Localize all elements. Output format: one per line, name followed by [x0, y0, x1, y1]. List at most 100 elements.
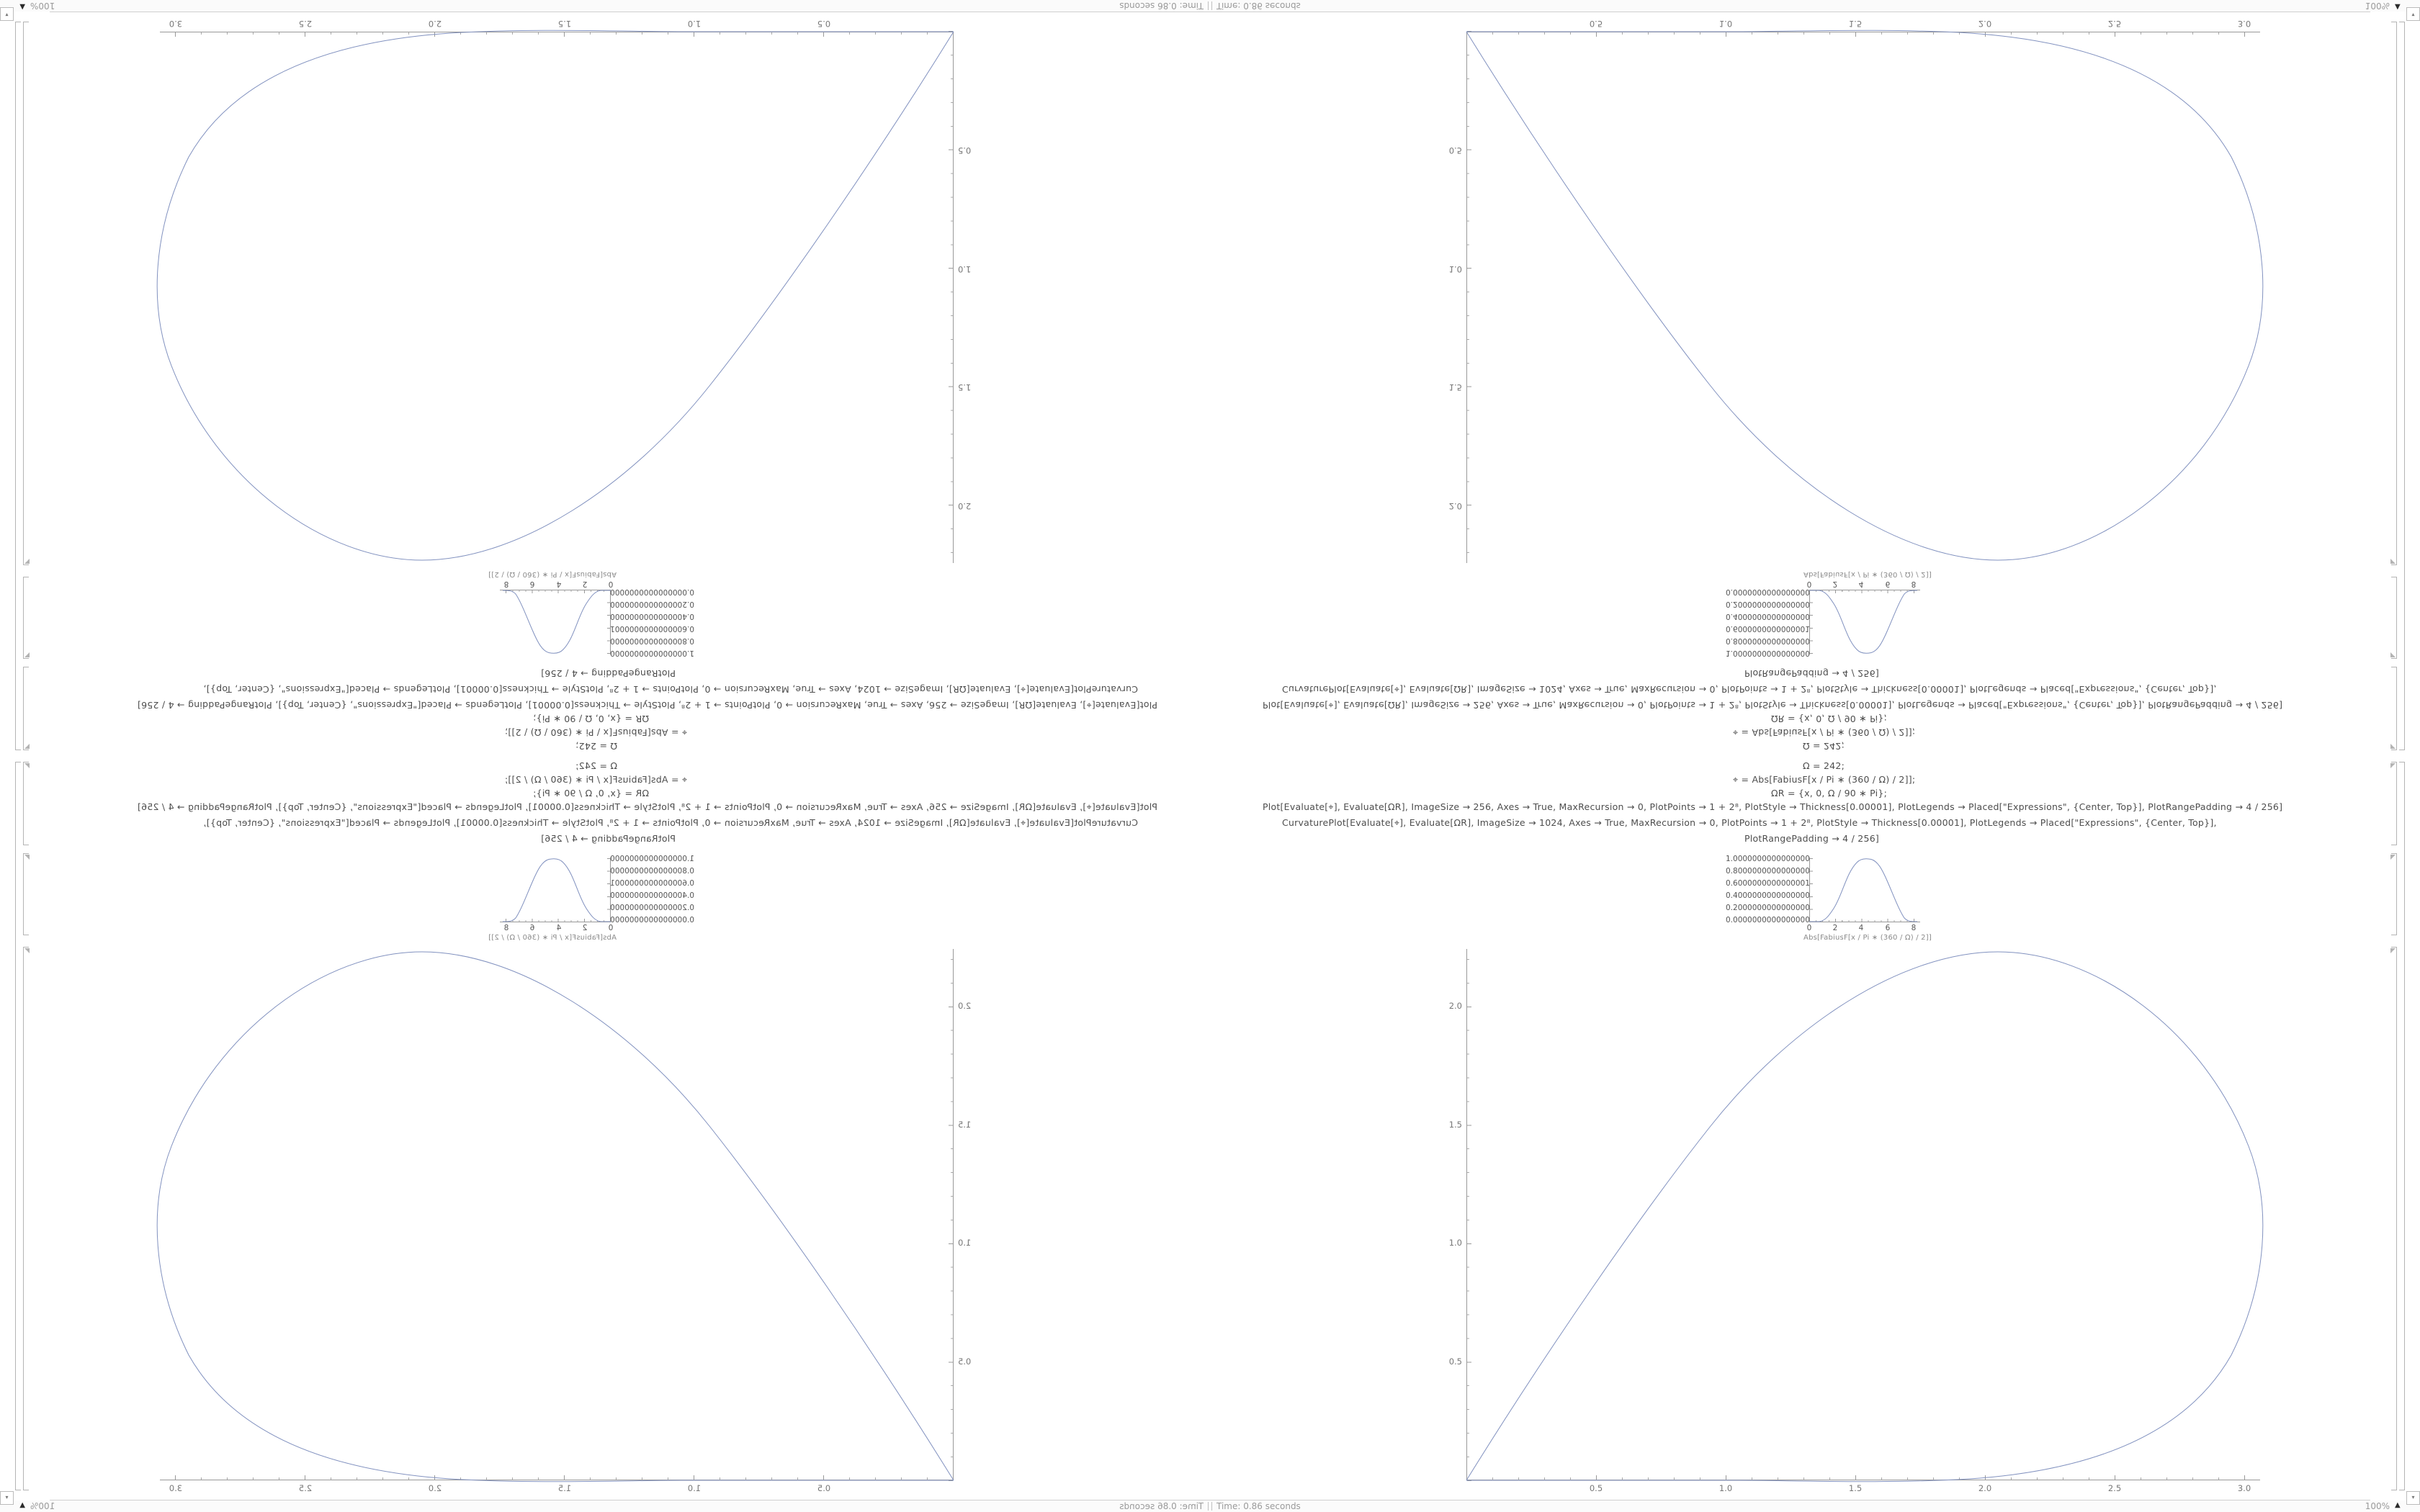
code-line[interactable]: ⌖ = Abs[FabiusF[x / Pi ∗ (360 / Ω) / 2]]…: [1733, 727, 1916, 738]
magnification-menu-button[interactable]: ▾: [2406, 1491, 2420, 1505]
code-line[interactable]: CurvaturePlot[Evaluate[⌖], Evaluate[ΩR],…: [1282, 817, 2217, 828]
status-bar-background: [0, 0, 1210, 12]
input-cell-bracket[interactable]: [23, 762, 30, 845]
code-line[interactable]: ⌖ = Abs[FabiusF[x / Pi ∗ (360 / Ω) / 2]]…: [504, 774, 687, 785]
input-cell-bracket[interactable]: [2390, 667, 2397, 750]
code-line[interactable]: ΩR = {x, 0, Ω / 90 ∗ Pi};: [1771, 714, 1888, 724]
code-line[interactable]: Plot[Evaluate[⌖], Evaluate[ΩR], ImageSiz…: [1263, 700, 2283, 711]
x-tick-label: 2: [582, 580, 588, 588]
status-separator: [1211, 1, 1212, 10]
elevate-triangle-icon[interactable]: ▲: [19, 3, 25, 11]
cell-flag-icon: [2390, 744, 2396, 749]
cell-group-bracket[interactable]: [2399, 22, 2405, 750]
x-tick-label: 0.5: [817, 1483, 831, 1493]
x-tick-label: 2.5: [298, 1483, 313, 1493]
x-tick-label: 8: [1911, 580, 1917, 588]
y-tick-label: 2.0: [958, 501, 972, 511]
evaluation-time-text: Time: 0.86 seconds: [1216, 1501, 1301, 1511]
elevate-triangle-icon[interactable]: ▲: [2395, 3, 2401, 11]
cell-flag-icon: [24, 744, 30, 749]
bump-curve: [502, 858, 611, 922]
x-tick-label: 2.0: [1978, 1483, 1992, 1493]
code-line[interactable]: PlotRangePadding → 4 / 256]: [540, 668, 676, 679]
output-cell-bracket[interactable]: [2390, 853, 2397, 935]
magnification-menu-button[interactable]: ▾: [2406, 7, 2420, 21]
code-line[interactable]: Ω = 242;: [1803, 760, 1845, 771]
y-tick-label: 1.0000000000000000: [1726, 855, 1810, 863]
magnification-value[interactable]: 100%: [2365, 1, 2390, 11]
y-tick-label: 1.0000000000000000: [1726, 649, 1810, 657]
x-tick-label: 3.0: [169, 1483, 183, 1493]
x-tick-label: 8: [503, 924, 509, 932]
y-tick-label: 0.2000000000000000: [610, 904, 694, 912]
code-line[interactable]: Ω = 242;: [575, 760, 617, 771]
code-line[interactable]: ΩR = {x, 0, Ω / 90 ∗ Pi};: [532, 788, 649, 798]
code-line[interactable]: Plot[Evaluate[⌖], Evaluate[ΩR], ImageSiz…: [137, 700, 1157, 711]
y-tick-label: 1.0: [958, 1238, 972, 1248]
magnification-value[interactable]: 100%: [2365, 1501, 2390, 1511]
x-tick-label: 4: [556, 580, 562, 588]
status-separator: [1211, 1502, 1212, 1511]
x-tick-label: 1.0: [687, 1483, 702, 1493]
elevate-triangle-icon[interactable]: ▲: [19, 1501, 25, 1509]
code-line[interactable]: Ω = 242;: [1803, 741, 1845, 752]
cell-group-bracket[interactable]: [15, 762, 21, 1490]
x-tick-label: 0.5: [1589, 1483, 1603, 1493]
x-tick-label: 1.5: [557, 1483, 572, 1493]
output-cell-bracket[interactable]: [2390, 577, 2397, 659]
cell-flag-icon: [24, 948, 30, 953]
chevron-down-icon: ▾: [5, 1494, 9, 1500]
x-tick-label: 2.5: [2107, 1483, 2122, 1493]
cell-flag-icon: [2390, 948, 2396, 953]
chevron-down-icon: ▾: [5, 12, 9, 18]
status-bar-background: [0, 1500, 1210, 1512]
teardrop-curve: [1466, 30, 2264, 561]
magnification-value[interactable]: 100%: [30, 1501, 55, 1511]
code-line[interactable]: CurvaturePlot[Evaluate[⌖], Evaluate[ΩR],…: [203, 684, 1138, 695]
y-tick-label: 0.4000000000000000: [610, 612, 694, 621]
notebook-quadrant: Ω = 242; ⌖ = Abs[FabiusF[x / Pi ∗ (360 /…: [1210, 756, 2420, 1512]
code-line[interactable]: ΩR = {x, 0, Ω / 90 ∗ Pi};: [1771, 788, 1888, 798]
code-line[interactable]: Plot[Evaluate[⌖], Evaluate[ΩR], ImageSiz…: [1263, 801, 2283, 812]
output-cell-bracket[interactable]: [2390, 22, 2397, 565]
y-axis: [1809, 858, 1810, 922]
output-cell-bracket[interactable]: [23, 577, 30, 659]
input-cell-bracket[interactable]: [23, 667, 30, 750]
elevate-triangle-icon[interactable]: ▲: [2395, 1501, 2401, 1509]
status-bar-background: [1210, 0, 2420, 12]
y-axis-ticks: [1810, 858, 1813, 922]
y-tick-label: 1.0: [1448, 264, 1462, 274]
input-cell-bracket[interactable]: [2390, 762, 2397, 845]
code-line[interactable]: Ω = 242;: [575, 741, 617, 752]
cell-group-bracket[interactable]: [15, 22, 21, 750]
y-tick-label: 0.2000000000000000: [610, 600, 694, 608]
x-tick-label: 8: [1911, 924, 1917, 932]
x-tick-label: 3.0: [2237, 1483, 2251, 1493]
magnification-menu-button[interactable]: ▾: [0, 1491, 14, 1505]
x-tick-label: 4: [1858, 924, 1864, 932]
code-line[interactable]: PlotRangePadding → 4 / 256]: [540, 833, 676, 844]
cell-group-bracket[interactable]: [2399, 762, 2405, 1490]
cell-flag-icon: [24, 559, 30, 564]
code-line[interactable]: CurvaturePlot[Evaluate[⌖], Evaluate[ΩR],…: [203, 817, 1138, 828]
code-line[interactable]: ΩR = {x, 0, Ω / 90 ∗ Pi};: [532, 714, 649, 724]
magnification-menu-button[interactable]: ▾: [0, 7, 14, 21]
output-cell-bracket[interactable]: [23, 22, 30, 565]
code-line[interactable]: ⌖ = Abs[FabiusF[x / Pi ∗ (360 / Ω) / 2]]…: [504, 727, 687, 738]
code-line[interactable]: PlotRangePadding → 4 / 256]: [1744, 833, 1880, 844]
code-line[interactable]: ⌖ = Abs[FabiusF[x / Pi ∗ (360 / Ω) / 2]]…: [1733, 774, 1916, 785]
x-axis-major-ticks: [1809, 919, 1916, 922]
teardrop-curve: [156, 951, 954, 1482]
output-cell-bracket[interactable]: [2390, 947, 2397, 1490]
cell-flag-icon: [2390, 652, 2396, 657]
output-cell-bracket[interactable]: [23, 853, 30, 935]
code-line[interactable]: CurvaturePlot[Evaluate[⌖], Evaluate[ΩR],…: [1282, 684, 2217, 695]
magnification-value[interactable]: 100%: [30, 1, 55, 11]
teardrop-curve: [156, 30, 954, 561]
y-tick-label: 1.0: [958, 264, 972, 274]
x-tick-label: 0: [1806, 924, 1812, 932]
notebook-quadrant: Ω = 242; ⌖ = Abs[FabiusF[x / Pi ∗ (360 /…: [0, 756, 1210, 1512]
code-line[interactable]: PlotRangePadding → 4 / 256]: [1744, 668, 1880, 679]
output-cell-bracket[interactable]: [23, 947, 30, 1490]
code-line[interactable]: Plot[Evaluate[⌖], Evaluate[ΩR], ImageSiz…: [137, 801, 1157, 812]
